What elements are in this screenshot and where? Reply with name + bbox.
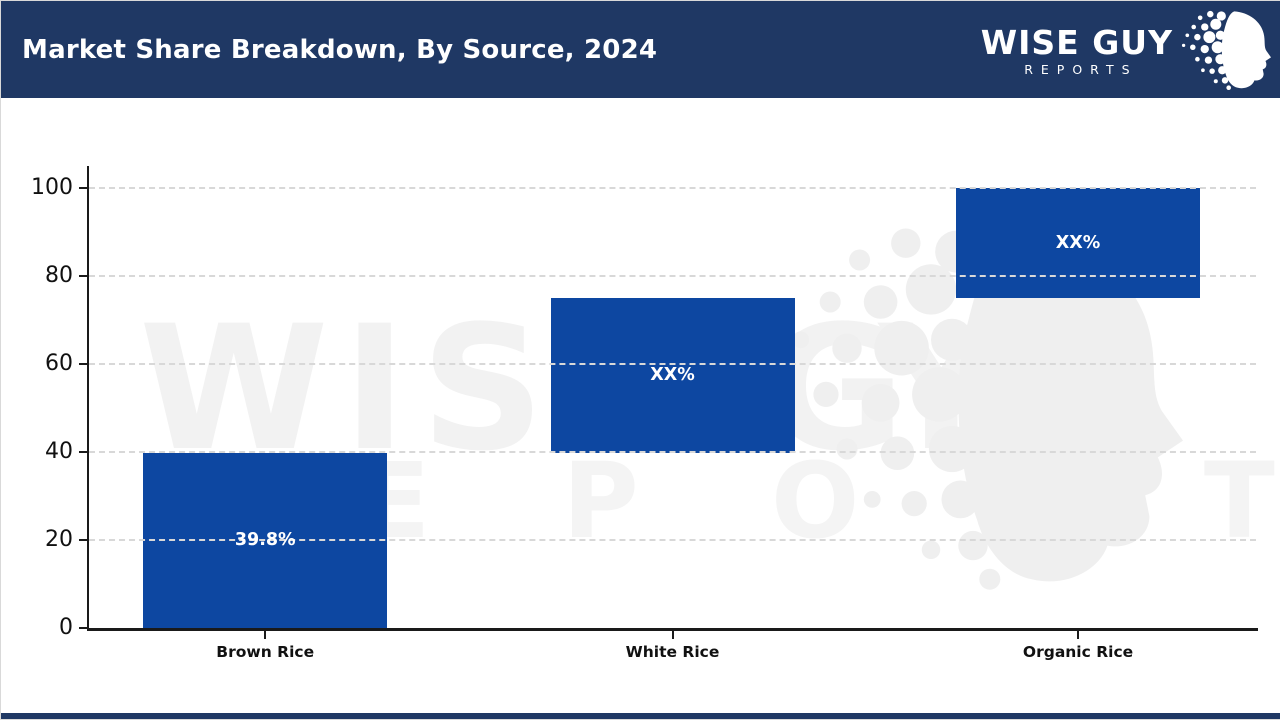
bar-value-label-3: XX% bbox=[1055, 233, 1101, 253]
plot-region: 0 20 40 60 80 100 39.8% Brown Rice XX% White Rice… bbox=[31, 166, 1258, 661]
x-tick-label-organic-rice: Organic Rice bbox=[1022, 643, 1134, 661]
y-tick-mark-80 bbox=[79, 275, 87, 277]
header-bar: Market Share Breakdown, By Source, 2024 … bbox=[1, 1, 1280, 98]
gridline-20 bbox=[89, 539, 1256, 541]
bar-white-rice bbox=[550, 298, 795, 453]
gridline-60 bbox=[89, 363, 1256, 365]
y-tick-mark-0 bbox=[79, 627, 87, 629]
footer-bar bbox=[1, 713, 1280, 719]
y-tick-mark-100 bbox=[79, 187, 87, 189]
bar-value-label-2: XX% bbox=[650, 365, 695, 386]
y-tick-label-40: 40 bbox=[45, 439, 73, 464]
x-tick-mark-2 bbox=[671, 631, 674, 639]
brand-subtitle: REPORTS bbox=[1024, 62, 1138, 77]
y-tick-label-20: 20 bbox=[45, 527, 73, 552]
gridline-80 bbox=[89, 275, 1256, 277]
y-tick-mark-60 bbox=[79, 363, 87, 365]
y-tick-mark-40 bbox=[79, 451, 87, 453]
bar-organic-rice bbox=[956, 188, 1201, 298]
y-tick-label-100: 100 bbox=[31, 175, 73, 200]
y-tick-label-80: 80 bbox=[45, 263, 73, 288]
brand-logo-text: WISE GUY REPORTS bbox=[981, 26, 1173, 77]
chart-area: WISE G Y R E P O R T S 02040608010039.8%… bbox=[1, 98, 1280, 715]
y-axis-line bbox=[87, 166, 89, 630]
gridline-40 bbox=[89, 451, 1256, 453]
brand-face-icon bbox=[1179, 8, 1271, 92]
y-tick-label-0: 0 bbox=[59, 615, 73, 640]
bar-value-label-1: 39.8% bbox=[234, 530, 296, 551]
brand-name: WISE GUY bbox=[980, 23, 1173, 62]
x-tick-mark-1 bbox=[264, 631, 267, 639]
gridline-100 bbox=[89, 187, 1256, 189]
x-tick-label-brown-rice: Brown Rice bbox=[216, 643, 315, 661]
y-tick-mark-20 bbox=[79, 539, 87, 541]
x-tick-label-white-rice: White Rice bbox=[625, 643, 720, 661]
chart-title: Market Share Breakdown, By Source, 2024 bbox=[22, 34, 658, 65]
x-tick-mark-3 bbox=[1077, 631, 1080, 639]
x-axis-line bbox=[87, 628, 1258, 631]
brand-logo: WISE GUY REPORTS bbox=[981, 1, 1271, 98]
y-tick-label-60: 60 bbox=[45, 351, 73, 376]
